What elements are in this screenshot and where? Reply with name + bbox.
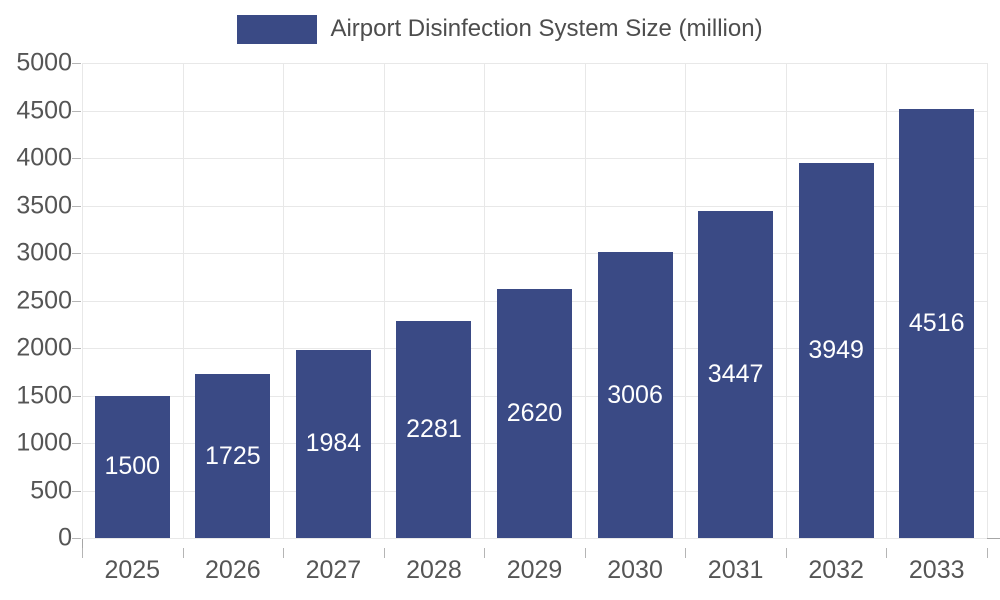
x-axis-tick-label: 2025 [104,556,161,584]
y-axis-tick-mark [72,158,81,159]
gridline-horizontal [82,158,987,159]
y-axis-tick-label: 4000 [16,143,72,172]
x-axis-tick-mark [685,548,686,558]
y-axis-tick-label: 3000 [16,238,72,267]
bar-value-label: 2620 [506,399,563,428]
y-axis-tick-mark [72,490,81,492]
y-axis-tick-label: 4500 [16,96,72,124]
y-axis-tick-label: 2500 [16,286,72,314]
gridline-horizontal [82,110,987,112]
gridline-vertical [886,63,887,538]
bar-value-label: 1984 [305,429,362,458]
y-axis-tick-label: 1000 [16,428,72,457]
x-axis-tick-mark [987,548,988,558]
x-axis: 2025 2026 2027 2028 2029 2030 2031 2032 2033 [82,548,988,592]
y-axis-tick-mark [72,443,81,444]
x-axis-tick-mark [183,548,184,558]
x-axis-tick-label: 2031 [707,556,764,584]
y-axis-tick-mark [72,110,81,112]
x-axis-tick-mark [786,548,787,558]
gridline-horizontal [82,538,987,539]
chart-legend: Airport Disinfection System Size (millio… [0,8,1000,50]
y-axis-tick-label: 2000 [16,333,72,362]
bar[interactable]: 3949 [798,162,874,538]
legend-label: Airport Disinfection System Size (millio… [330,15,763,42]
y-axis-tick-label: 1500 [16,381,72,409]
gridline-vertical [82,63,83,538]
y-axis-tick-label: 5000 [16,48,72,77]
gridline-vertical [786,63,787,538]
x-axis-tick-mark [82,548,83,558]
x-axis-tick-label: 2029 [506,556,563,584]
y-axis-tick-mark [72,538,81,539]
bar-value-label: 3447 [707,359,764,388]
y-axis-tick-mark [72,300,81,302]
bar[interactable]: 3006 [597,252,673,538]
x-axis-tick-mark [886,548,887,558]
y-axis-tick-label: 0 [58,523,72,552]
y-axis-tick-mark [72,348,81,349]
y-axis-tick-mark [72,205,81,207]
bar[interactable]: 1984 [295,349,371,538]
gridline-vertical [384,63,385,538]
gridline-horizontal [82,63,987,64]
gridline-horizontal [82,205,987,207]
gridline-horizontal [82,253,987,254]
x-axis-tick-label: 2032 [808,556,864,584]
plot-area: 1500 1725 1984 2281 2620 3006 3447 3949 4516 [82,63,1000,550]
legend-color-swatch [237,14,318,44]
x-axis-tick-label: 2026 [205,556,261,584]
x-axis-tick-label: 2028 [406,556,462,584]
y-axis-tick-mark [72,63,81,64]
bar[interactable]: 3447 [698,210,774,538]
x-axis-tick-mark [585,548,586,558]
bar-value-label: 3006 [607,380,663,409]
bar-value-label: 1500 [104,452,161,481]
x-axis-tick-mark [484,548,485,558]
y-axis-tick-label: 500 [30,476,72,504]
gridline-vertical [585,63,586,538]
y-axis-tick-mark [72,395,81,397]
y-axis-tick-label: 3500 [16,191,72,219]
bar[interactable]: 2281 [396,321,472,538]
x-axis-tick-label: 2027 [305,556,362,584]
bar-value-label: 1725 [205,441,261,470]
bar-value-label: 4516 [908,308,965,337]
bar[interactable]: 1500 [94,395,170,538]
gridline-vertical [685,63,686,538]
bar[interactable]: 4516 [899,108,975,538]
x-axis-tick-mark [283,548,284,558]
y-axis-tick-mark [72,253,81,254]
x-axis-tick-label: 2033 [908,556,965,584]
y-axis: 0 500 1000 1500 2000 2500 3000 3500 4000 4500 5000 [0,50,81,550]
bar[interactable]: 1725 [195,374,271,538]
gridline-vertical [987,63,988,538]
gridline-vertical [484,63,485,538]
x-axis-tick-label: 2030 [607,556,663,584]
gridline-vertical [283,63,284,538]
bar-value-label: 2281 [406,415,462,444]
bar[interactable]: 2620 [497,289,572,538]
gridline-vertical [183,63,184,538]
x-axis-tick-mark [384,548,385,558]
bar-value-label: 3949 [808,335,864,364]
